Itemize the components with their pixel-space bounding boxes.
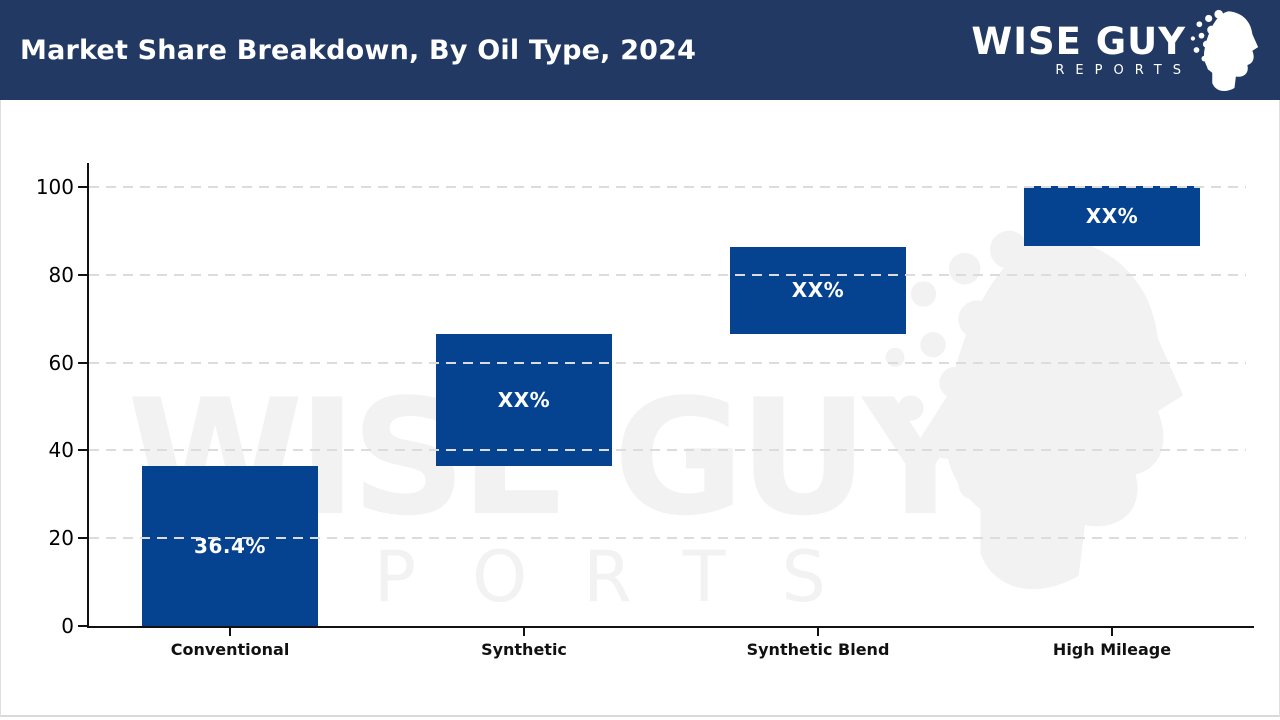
x-tick [523,628,525,636]
y-tick-label: 0 [61,614,74,638]
bar-value-label: XX% [497,387,551,412]
chart-title: Market Share Breakdown, By Oil Type, 202… [20,34,697,66]
y-tick-label: 80 [48,262,74,287]
bar-segment: XX% [730,247,906,334]
bar-segment: XX% [436,333,612,467]
y-tick [78,186,87,188]
brand-logo-text: WISE GUY REPORTS [971,23,1186,77]
bar-value-label: XX% [1085,204,1139,229]
bar-value-label: XX% [791,278,845,303]
y-tick-label: 40 [48,438,74,463]
x-axis-label: Conventional [170,640,290,659]
x-axis-label: Synthetic [481,640,567,659]
gridline [89,537,1246,540]
gridline [89,361,1246,364]
y-tick [78,625,87,627]
x-tick [229,628,231,636]
bar-segment: XX% [1024,186,1200,247]
gridline [89,273,1246,276]
dotted-head-profile-icon [1190,9,1259,91]
logo-reports-text: REPORTS [1055,63,1192,78]
y-tick-label: 100 [35,175,74,199]
bar-segment: 36.4% [142,466,318,626]
y-tick [78,361,87,364]
y-tick [78,273,87,276]
x-tick [1111,628,1113,636]
gridline [89,449,1246,452]
x-axis-label: High Mileage [1052,640,1172,659]
gridline [89,186,1246,188]
y-tick-label: 20 [48,526,74,551]
logo-wiseguy-text: WISE GUY [971,20,1186,63]
y-tick [78,449,87,452]
brand-logo: WISE GUY REPORTS [971,7,1266,93]
y-tick [78,537,87,540]
x-axis-line [87,626,1254,628]
x-tick [817,628,819,636]
y-tick-label: 60 [48,350,74,375]
x-axis-label: Synthetic Blend [746,640,890,659]
y-axis-line [87,163,89,628]
header-bar: Market Share Breakdown, By Oil Type, 202… [0,0,1280,100]
